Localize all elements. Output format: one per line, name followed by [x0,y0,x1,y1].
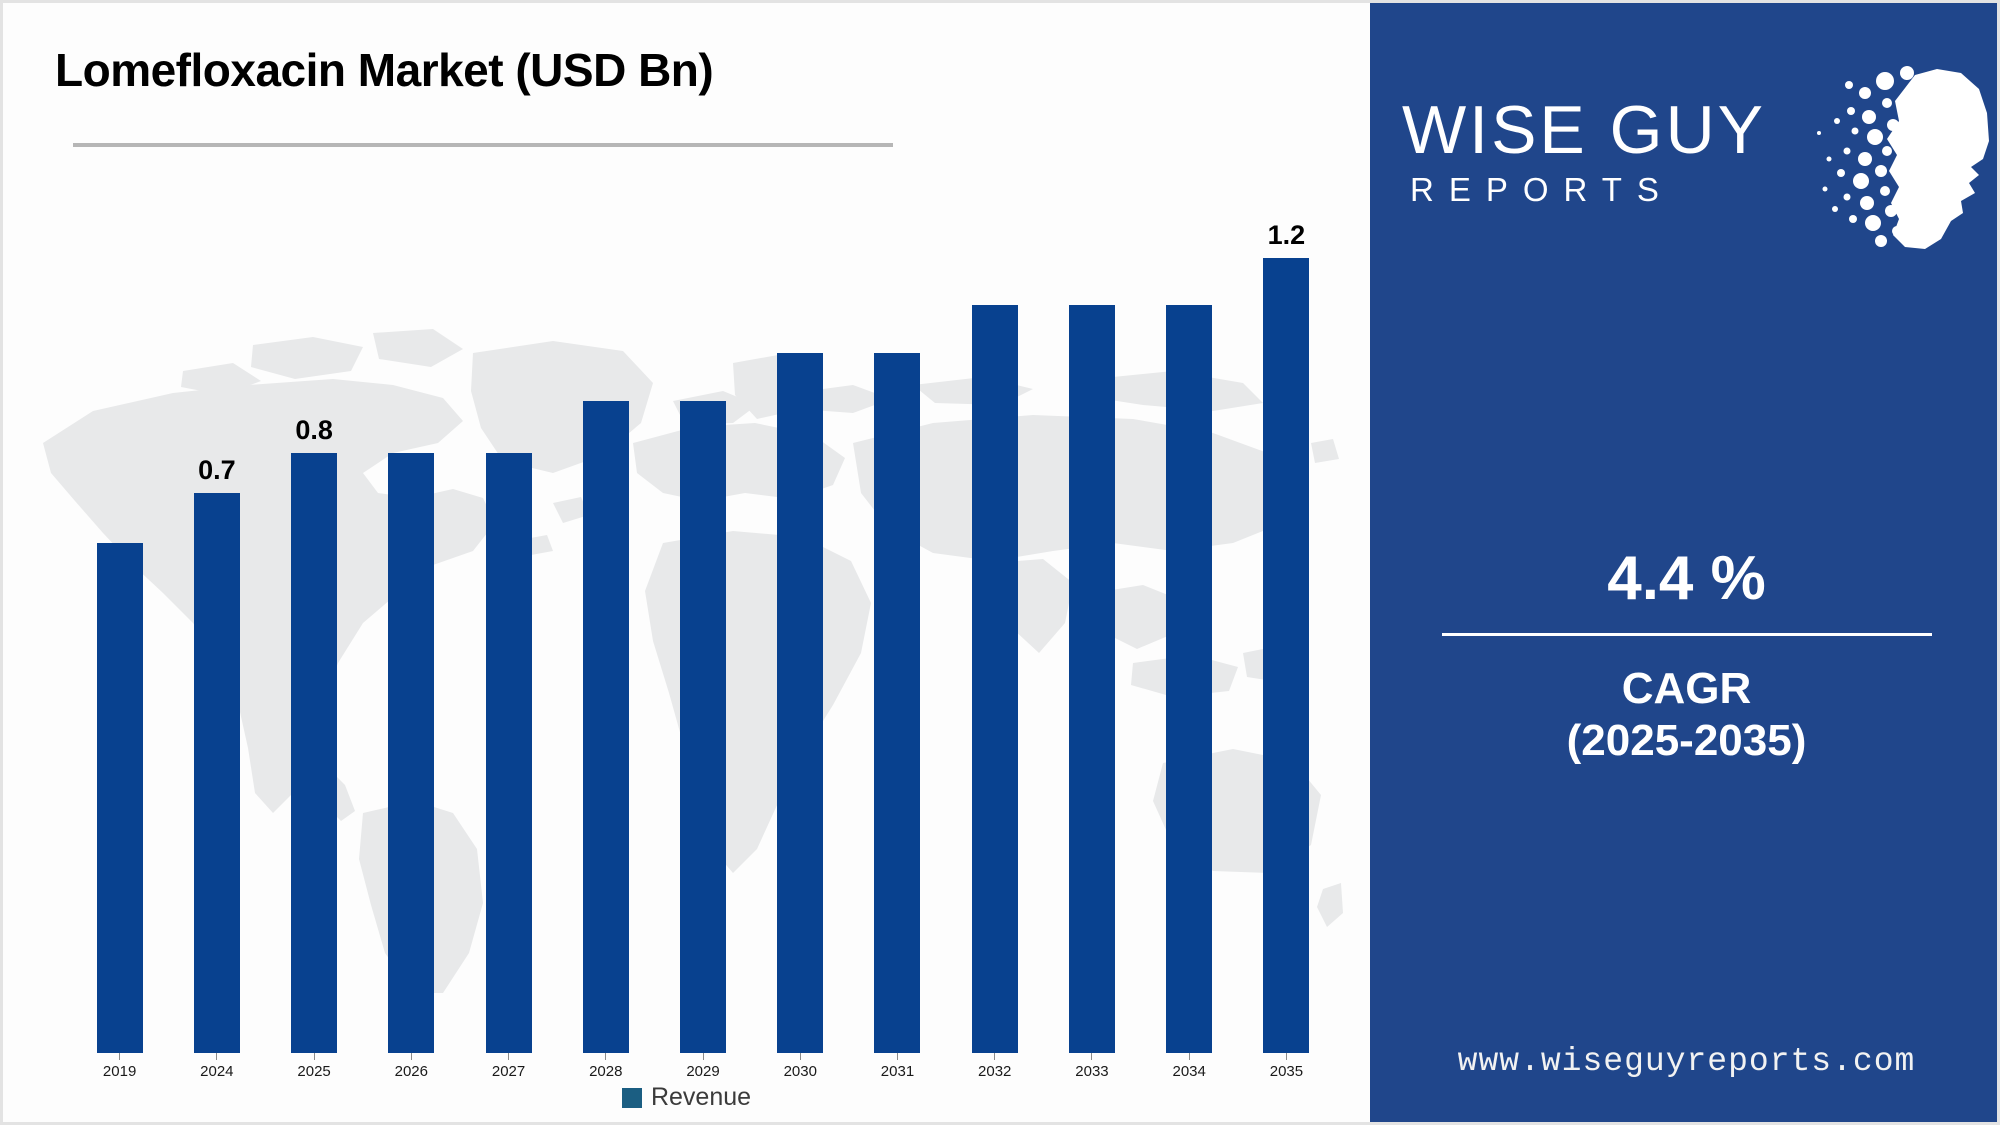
bar-2029[interactable] [680,401,727,1053]
x-axis-label: 2030 [783,1063,817,1080]
tick-mark-icon [313,1053,315,1060]
bar-2026[interactable] [388,453,435,1053]
bar-slot-2035[interactable]: 1.2 [1238,153,1335,1053]
x-axis-label: 2032 [978,1063,1012,1080]
x-axis: 2019 2024 2025 2026 2027 2028 [63,1053,1343,1093]
bar-slot-2031[interactable] [849,153,946,1053]
bar-2025[interactable] [291,453,338,1053]
bar-2034[interactable] [1166,305,1213,1053]
x-axis-label: 2027 [491,1063,526,1080]
tick-mark-icon [1188,1053,1190,1060]
x-axis-label: 2029 [686,1063,720,1080]
chart-legend[interactable]: Revenue [3,1083,1370,1112]
cagr-caption-line2: (2025-2035) [1566,715,1807,765]
x-axis-label: 2035 [1269,1063,1304,1080]
bar-2030[interactable] [777,353,824,1053]
tick-mark-icon [1285,1053,1287,1060]
title-divider [73,143,893,147]
x-axis-label: 2028 [589,1063,623,1080]
bar-slot-2033[interactable] [1043,153,1140,1053]
brand-panel: WISE GUY REPORTS [1370,3,1997,1122]
cagr-divider [1442,633,1932,636]
x-axis-label: 2034 [1172,1063,1206,1080]
bar-2032[interactable] [971,305,1018,1053]
legend-swatch-icon [621,1087,642,1108]
x-tick-2034: 2034 [1141,1053,1238,1093]
x-tick-2019: 2019 [71,1053,168,1093]
tick-mark-icon [1091,1053,1093,1060]
tick-mark-icon [994,1053,996,1060]
tick-mark-icon [799,1053,801,1060]
plot-area: 0.7 0.8 [63,153,1343,1053]
x-tick-2027: 2027 [460,1053,557,1093]
bar-2035[interactable] [1263,258,1310,1053]
x-tick-2024: 2024 [168,1053,265,1093]
cagr-caption: CAGR (2025-2035) [1370,663,1997,767]
x-tick-2029: 2029 [654,1053,751,1093]
bar-slot-2024[interactable]: 0.7 [168,153,265,1053]
bar-slot-2032[interactable] [946,153,1043,1053]
bar-value-label: 0.8 [295,415,333,445]
bar-slot-2025[interactable]: 0.8 [265,153,362,1053]
x-axis-label: 2019 [102,1063,137,1080]
bar-2031[interactable] [874,353,921,1053]
x-tick-2025: 2025 [265,1053,362,1093]
legend-label: Revenue [650,1083,752,1111]
bar-2024[interactable] [193,493,240,1053]
tick-mark-icon [410,1053,412,1060]
x-axis-label: 2024 [200,1063,234,1080]
cagr-caption-line1: CAGR [1621,664,1752,713]
x-tick-2033: 2033 [1043,1053,1140,1093]
page-title: Lomefloxacin Market (USD Bn) [55,44,714,96]
bar-slot-2027[interactable] [460,153,557,1053]
dotted-face-icon [1817,66,1989,249]
website-url[interactable]: www.wiseguyreports.com [1457,1043,1916,1080]
x-tick-2035: 2035 [1238,1053,1335,1093]
x-axis-label: 2025 [297,1063,331,1080]
tick-mark-icon [896,1053,898,1060]
bar-slot-2026[interactable] [363,153,460,1053]
tick-mark-icon [216,1053,218,1060]
x-axis-label: 2026 [394,1063,428,1080]
tick-mark-icon [508,1053,510,1060]
bar-slot-2034[interactable] [1141,153,1238,1053]
bar-slot-2029[interactable] [654,153,751,1053]
x-tick-2030: 2030 [752,1053,849,1093]
bar-value-label: 0.7 [198,455,236,485]
bar-value-label: 1.2 [1267,220,1306,250]
bar-2027[interactable] [485,453,532,1053]
x-tick-2031: 2031 [849,1053,946,1093]
x-tick-2032: 2032 [946,1053,1043,1093]
bar-2019[interactable] [96,543,143,1053]
x-axis-label: 2031 [880,1063,915,1080]
cagr-value: 4.4 % [1607,544,1766,613]
bar-slot-2030[interactable] [752,153,849,1053]
tick-mark-icon [702,1053,704,1060]
logo-wordmark-primary: WISE GUY [1402,92,1767,168]
bar-slot-2028[interactable] [557,153,654,1053]
chart-panel: Lomefloxacin Market (USD Bn) [3,3,1370,1122]
logo-wordmark-secondary: REPORTS [1410,171,1674,208]
x-tick-2026: 2026 [363,1053,460,1093]
bars-row: 0.7 0.8 [63,153,1343,1053]
bar-2028[interactable] [582,401,629,1053]
tick-mark-icon [119,1053,121,1060]
x-axis-label: 2033 [1075,1063,1109,1080]
tick-mark-icon [605,1053,607,1060]
x-tick-2028: 2028 [557,1053,654,1093]
brand-logo[interactable]: WISE GUY REPORTS [1370,63,1997,253]
bar-slot-2019[interactable] [71,153,168,1053]
bar-2033[interactable] [1068,305,1115,1053]
